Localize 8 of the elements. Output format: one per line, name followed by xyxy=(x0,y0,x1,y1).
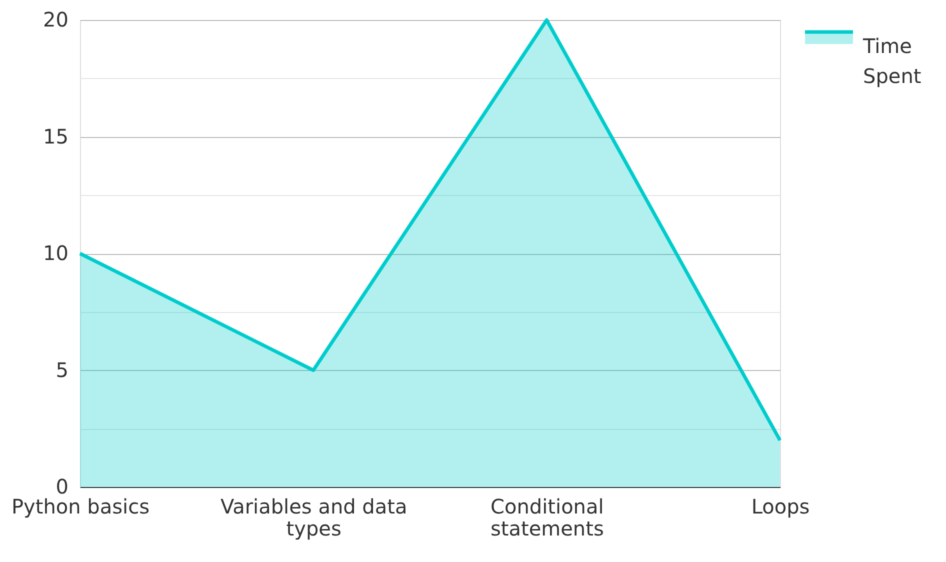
y-tick-label: 20 xyxy=(43,8,68,32)
x-tick-label: Conditional statements xyxy=(490,494,604,540)
x-tick-label: Loops xyxy=(751,494,810,518)
legend-label: Time Spent xyxy=(862,34,922,88)
y-tick-label: 10 xyxy=(43,241,68,265)
x-tick-label: Variables and data types xyxy=(220,494,408,540)
y-tick-label: 15 xyxy=(43,124,68,148)
y-tick-label: 5 xyxy=(56,358,68,382)
